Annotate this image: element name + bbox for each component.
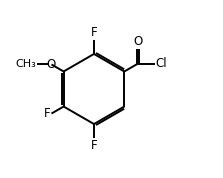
Text: F: F <box>44 107 50 120</box>
Text: O: O <box>133 35 143 48</box>
Text: Cl: Cl <box>155 57 167 70</box>
Text: F: F <box>91 26 97 39</box>
Text: O: O <box>47 58 56 71</box>
Text: F: F <box>91 139 97 152</box>
Text: CH₃: CH₃ <box>16 59 37 69</box>
